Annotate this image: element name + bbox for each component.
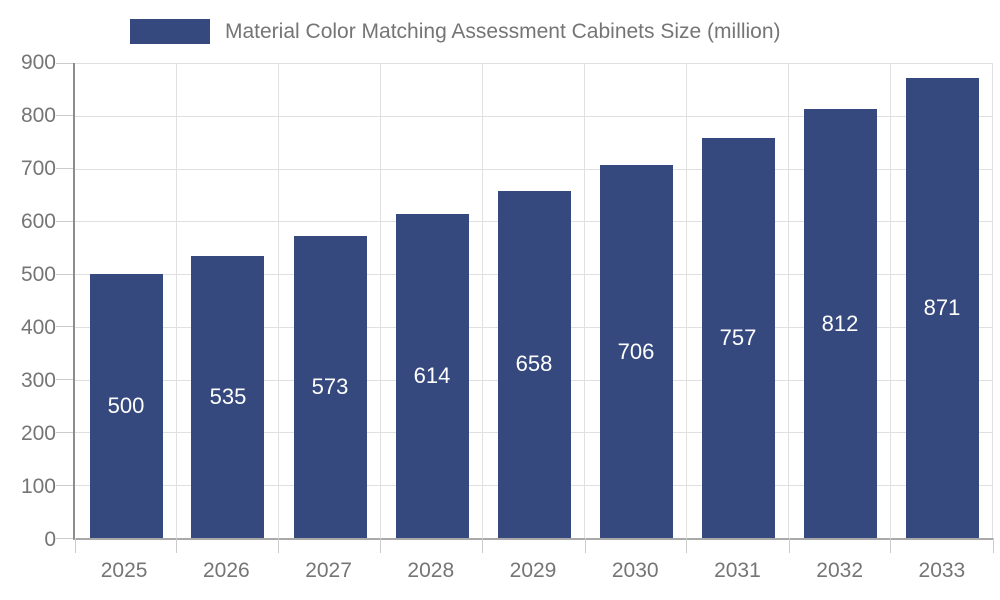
legend: Material Color Matching Assessment Cabin…: [130, 19, 781, 44]
x-axis-tick: [584, 538, 586, 553]
gridline-horizontal: [75, 168, 993, 170]
bar-value-label: 706: [617, 338, 655, 364]
plot-area: 500 535 573 614 658 706 757 812 871: [56, 62, 994, 553]
y-axis-tick: [56, 115, 73, 117]
x-tick-label: 2031: [714, 559, 761, 582]
y-axis-labels: 0 100 200 300 400 500 600 700 800 900: [0, 51, 56, 551]
x-axis-tick: [890, 538, 892, 553]
gridline-horizontal: [75, 115, 993, 117]
bar: 706: [599, 165, 673, 538]
bar-value-label: 535: [209, 383, 247, 409]
bar: 658: [497, 190, 571, 538]
x-tick-label: 2029: [509, 559, 557, 582]
x-tick-label: 2033: [918, 559, 966, 582]
gridline-horizontal: [75, 63, 993, 64]
y-tick-label: 400: [20, 316, 56, 339]
bar-value-label: 500: [107, 393, 145, 419]
y-axis-tick: [56, 220, 73, 222]
legend-swatch: [130, 19, 210, 44]
x-axis-tick: [992, 538, 994, 553]
bar-value-label: 614: [413, 362, 451, 388]
y-tick-label: 100: [20, 475, 56, 498]
y-axis-tick: [56, 168, 73, 170]
y-axis-tick: [56, 484, 73, 486]
bar: 614: [395, 213, 469, 538]
gridline-vertical: [481, 63, 483, 538]
x-axis-tick: [788, 538, 790, 553]
bar: 500: [89, 274, 163, 538]
gridline-vertical: [277, 63, 279, 538]
y-axis-tick: [56, 379, 73, 381]
bar-value-label: 573: [311, 373, 349, 399]
bar: 573: [293, 235, 367, 538]
gridline-vertical: [992, 63, 993, 538]
y-tick-label: 300: [20, 368, 56, 392]
x-tick-label: 2032: [816, 559, 864, 582]
gridline-vertical: [175, 63, 177, 538]
y-axis-tick: [56, 62, 73, 64]
y-tick-label: 900: [20, 51, 56, 74]
x-axis-tick: [482, 538, 484, 553]
x-axis-tick: [176, 538, 178, 553]
gridline-vertical: [889, 63, 891, 538]
bar-value-label: 757: [719, 325, 757, 351]
y-tick-label: 500: [20, 263, 56, 286]
x-axis-tick: [686, 538, 688, 553]
y-tick-label: 600: [20, 209, 56, 233]
bar-value-label: 871: [923, 295, 961, 321]
gridline-vertical: [379, 63, 381, 538]
bar: 871: [905, 78, 979, 538]
x-tick-label: 2030: [611, 559, 659, 582]
bar-value-label: 812: [821, 310, 859, 336]
y-axis-tick: [56, 537, 73, 539]
x-axis-tick: [74, 538, 76, 553]
x-axis-tick: [278, 538, 280, 553]
bar: 812: [803, 109, 877, 538]
bar-value-label: 658: [515, 351, 553, 377]
y-axis-tick: [56, 431, 73, 433]
y-tick-label: 800: [20, 104, 56, 127]
y-axis-tick: [56, 326, 73, 328]
y-axis-tick: [56, 273, 73, 275]
x-tick-label: 2028: [407, 559, 455, 582]
x-axis-tick: [380, 538, 382, 553]
gridline-vertical: [584, 63, 585, 538]
x-tick-label: 2027: [305, 559, 352, 582]
y-tick-label: 0: [44, 528, 56, 551]
legend-label: Material Color Matching Assessment Cabin…: [225, 19, 781, 43]
x-tick-label: 2025: [100, 559, 148, 582]
gridline-vertical: [788, 63, 789, 538]
y-tick-label: 700: [20, 157, 56, 180]
bar: 535: [191, 255, 265, 538]
bar: 757: [701, 138, 775, 538]
x-axis-labels: 2025 2026 2027 2028 2029 2030 2031 2032 2033: [73, 559, 993, 589]
x-tick-label: 2026: [202, 559, 250, 582]
gridline-vertical: [685, 63, 687, 538]
y-tick-label: 200: [20, 422, 56, 445]
